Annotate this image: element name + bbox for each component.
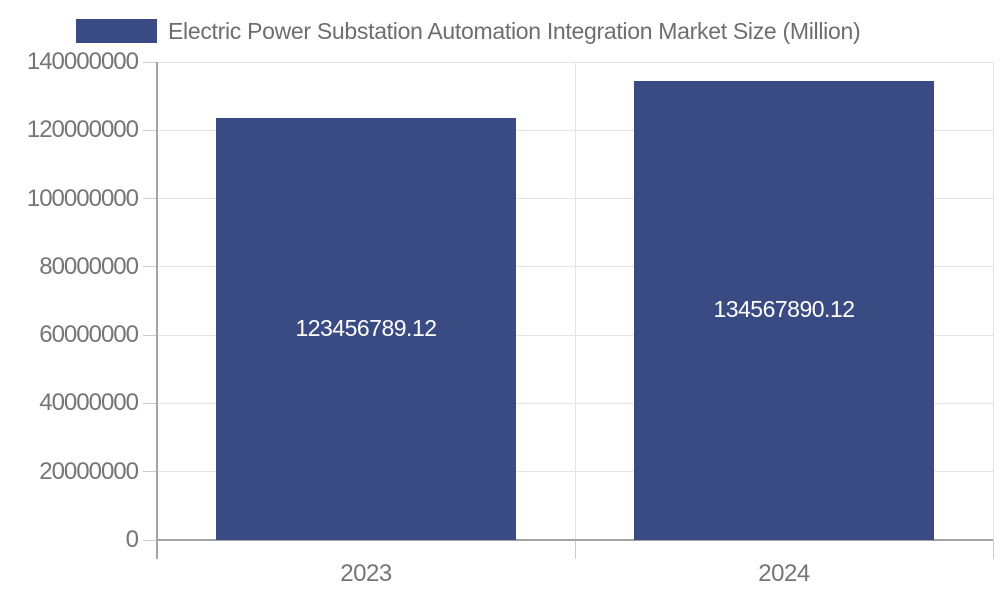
y-axis-tick-label: 0 xyxy=(125,526,139,553)
bar-value-label: 123456789.12 xyxy=(295,315,437,342)
x-axis-tick xyxy=(992,540,994,559)
y-axis-tick-label: 100000000 xyxy=(26,184,139,212)
gridline xyxy=(992,62,994,540)
y-axis-tick-label: 40000000 xyxy=(39,389,139,417)
y-axis-tick-label: 60000000 xyxy=(39,321,139,349)
gridline xyxy=(574,62,576,540)
chart-title: Electric Power Substation Automation Int… xyxy=(168,18,861,44)
legend-swatch xyxy=(76,19,157,43)
x-axis-tick xyxy=(574,540,576,559)
x-axis-line xyxy=(156,539,993,541)
x-axis-tick-label: 2023 xyxy=(340,560,392,587)
y-axis-tick-label: 140000000 xyxy=(26,48,139,75)
y-axis-tick xyxy=(143,266,157,268)
y-axis-tick-label: 20000000 xyxy=(39,457,139,485)
y-axis-tick-label: 120000000 xyxy=(26,116,139,144)
y-axis-line xyxy=(156,62,158,559)
y-axis-tick xyxy=(143,539,157,541)
y-axis-tick-label: 80000000 xyxy=(39,252,139,280)
bar-value-label: 134567890.12 xyxy=(713,296,855,323)
bar xyxy=(216,118,516,540)
x-axis-tick-label: 2024 xyxy=(758,560,810,587)
y-axis-tick xyxy=(143,334,157,336)
y-axis-tick xyxy=(143,471,157,473)
y-axis-tick xyxy=(143,402,157,404)
bar xyxy=(634,80,934,540)
y-axis-tick xyxy=(143,61,157,63)
y-axis-tick xyxy=(143,198,157,200)
chart-legend: Electric Power Substation Automation Int… xyxy=(0,10,1000,52)
y-axis-tick xyxy=(143,129,157,131)
